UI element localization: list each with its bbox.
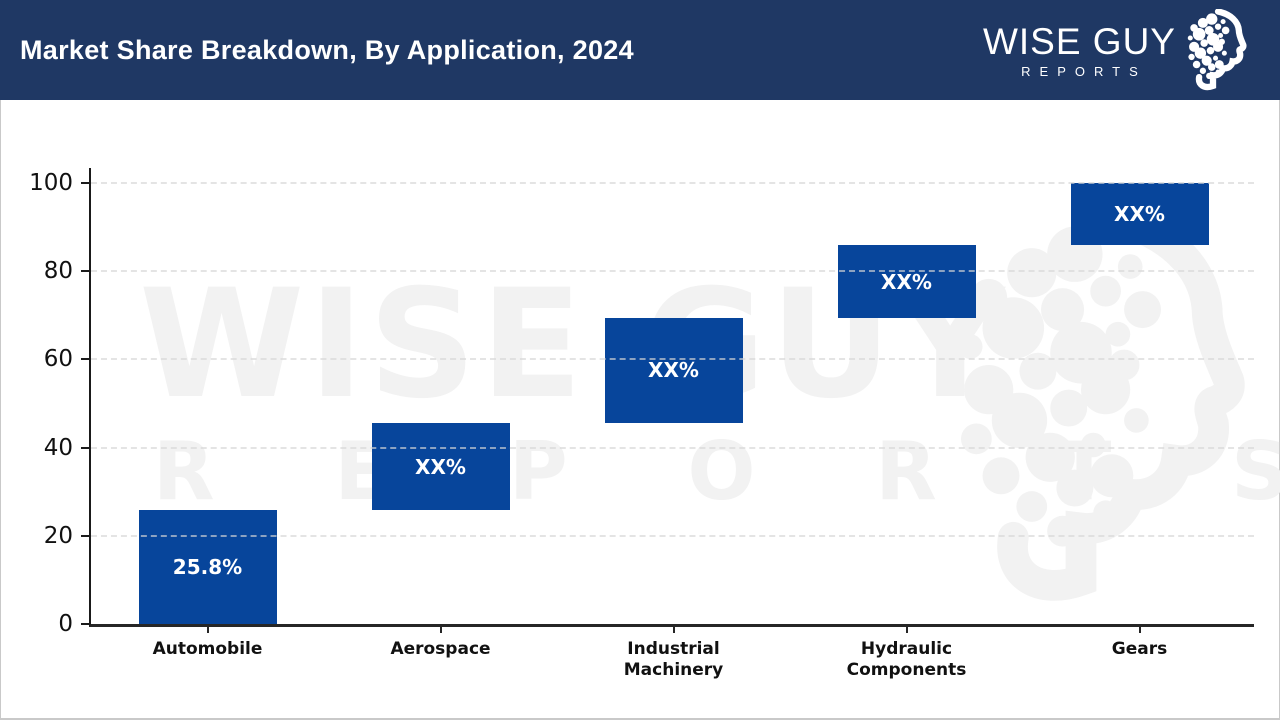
- x-axis-tick: [439, 624, 442, 633]
- page-title: Market Share Breakdown, By Application, …: [20, 34, 634, 65]
- watermark-dotted-head-icon: [957, 205, 1245, 601]
- x-axis-tick: [206, 624, 209, 633]
- y-axis-tick: [81, 358, 89, 361]
- y-gridline: [91, 182, 1254, 184]
- y-tick-label: 20: [43, 522, 73, 549]
- y-gridline: [91, 358, 1254, 361]
- y-axis-tick: [81, 270, 89, 273]
- wise-guy-reports-logo: WISE GUY REPORTS: [983, 9, 1254, 91]
- y-axis-tick: [81, 623, 89, 625]
- x-axis-tick: [905, 624, 908, 633]
- bar-value-label: 25.8%: [172, 555, 243, 580]
- y-tick-label: 0: [58, 611, 73, 637]
- y-tick-label: 40: [43, 434, 73, 461]
- x-axis-tick: [1138, 624, 1141, 633]
- x-category-label: Aerospace: [390, 639, 491, 659]
- bar-value-label: XX%: [881, 269, 932, 294]
- bar[interactable]: XX%: [1070, 183, 1209, 246]
- y-gridline: [91, 446, 1254, 449]
- bar[interactable]: XX%: [837, 245, 976, 318]
- bar-value-label: XX%: [1114, 202, 1165, 227]
- y-axis-tick: [81, 534, 89, 537]
- y-axis-tick: [81, 446, 89, 449]
- logo-subtext: REPORTS: [1021, 63, 1147, 79]
- logo-wordmark: WISE GUY: [982, 20, 1176, 62]
- dotted-head-icon: [1187, 9, 1247, 91]
- x-category-label: Gears: [1111, 639, 1168, 659]
- bar-value-label: XX%: [415, 454, 466, 479]
- x-category-label: Automobile: [152, 639, 263, 659]
- header-banner: Market Share Breakdown, By Application, …: [0, 0, 1280, 100]
- bar[interactable]: XX%: [371, 422, 510, 511]
- x-category-label: Hydraulic Components: [846, 639, 967, 681]
- bar[interactable]: XX%: [604, 317, 743, 423]
- logo-text: WISE GUY REPORTS: [983, 23, 1176, 78]
- y-gridline: [91, 534, 1254, 537]
- y-tick-label: 100: [29, 170, 73, 196]
- y-axis-tick: [81, 182, 89, 184]
- y-tick-label: 60: [43, 346, 73, 373]
- plot-area: 0 20 40 60 80 100 25.8% Automobile XX% Aerospace X…: [29, 168, 1254, 680]
- y-tick-label: 80: [43, 258, 73, 285]
- y-gridline: [91, 270, 1254, 273]
- chart-canvas: WISE GUY R E P O R T S 0 20 40 60 80 100 25.8%…: [0, 100, 1280, 720]
- bar-value-label: XX%: [648, 358, 699, 383]
- x-category-label: Industrial Machinery: [623, 639, 724, 681]
- x-axis-tick: [672, 624, 675, 633]
- bar[interactable]: 25.8%: [138, 510, 277, 624]
